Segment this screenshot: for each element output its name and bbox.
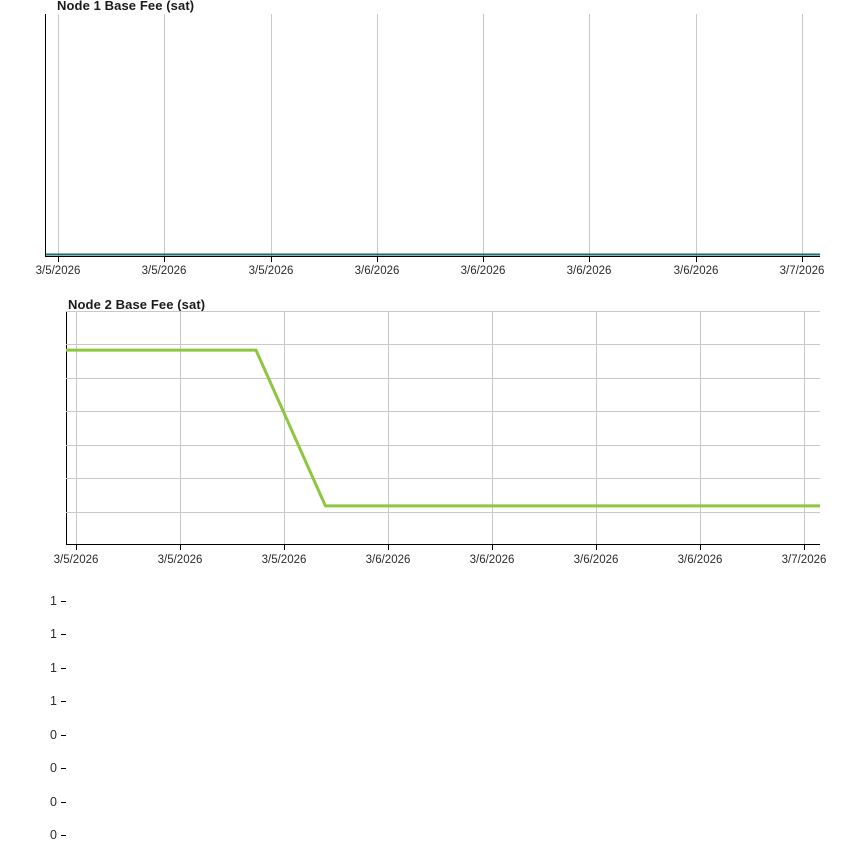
x-axis-tick [284, 545, 285, 550]
vertical-gridline [483, 14, 484, 256]
y-axis-label: 0 [50, 728, 57, 742]
x-axis-tick [271, 257, 272, 262]
y-axis-label: 0 [50, 828, 57, 842]
x-axis-tick [58, 257, 59, 262]
x-axis-label: 3/6/2026 [469, 554, 515, 566]
y-axis-tick [61, 634, 66, 635]
x-axis-line-node1 [45, 256, 820, 257]
x-axis-label: 3/6/2026 [573, 554, 619, 566]
horizontal-gridline [66, 378, 820, 379]
x-axis-label: 3/5/2026 [141, 265, 187, 277]
y-axis-line-node1 [45, 14, 46, 257]
x-axis-tick [377, 257, 378, 262]
horizontal-gridline [66, 478, 820, 479]
y-axis-tick [61, 601, 66, 602]
vertical-gridline [284, 311, 285, 544]
horizontal-gridline [66, 411, 820, 412]
x-axis-tick [483, 257, 484, 262]
x-axis-tick [804, 545, 805, 550]
x-axis-label: 3/5/2026 [35, 265, 81, 277]
x-axis-label: 3/6/2026 [365, 554, 411, 566]
series-line-node2 [66, 348, 820, 508]
x-axis-label: 3/7/2026 [781, 554, 827, 566]
vertical-gridline [271, 14, 272, 256]
x-axis-label: 3/5/2026 [53, 554, 99, 566]
plot-area-node1 [45, 14, 820, 257]
x-axis-tick [596, 545, 597, 550]
x-axis-label: 3/6/2026 [460, 265, 506, 277]
y-axis-tick [61, 835, 66, 836]
x-axis-label: 3/5/2026 [157, 554, 203, 566]
vertical-gridline [802, 14, 803, 256]
x-axis-tick [589, 257, 590, 262]
y-axis-tick [61, 668, 66, 669]
x-axis-label: 3/6/2026 [677, 554, 723, 566]
x-axis-tick [802, 257, 803, 262]
y-axis-tick [61, 768, 66, 769]
plot-area-node2 [66, 311, 820, 545]
y-axis-tick [61, 735, 66, 736]
vertical-gridline [58, 14, 59, 256]
x-axis-label: 3/6/2026 [566, 265, 612, 277]
x-axis-tick [164, 257, 165, 262]
x-axis-tick [388, 545, 389, 550]
chart-panel-node2: Node 2 Base Fee (sat) 1 1 1 1 0 0 0 0 3/5/2026 3… [0, 290, 860, 842]
vertical-gridline [377, 14, 378, 256]
vertical-gridline [492, 311, 493, 544]
y-axis-label: 1 [50, 627, 57, 641]
x-axis-tick [492, 545, 493, 550]
x-axis-tick [700, 545, 701, 550]
x-axis-tick [696, 257, 697, 262]
vertical-gridline [700, 311, 701, 544]
y-axis-label: 0 [50, 761, 57, 775]
vertical-gridline [696, 14, 697, 256]
y-axis-label: 0 [50, 795, 57, 809]
vertical-gridline [180, 311, 181, 544]
y-axis-label: 1 [50, 694, 57, 708]
vertical-gridline [589, 14, 590, 256]
x-axis-label: 3/5/2026 [261, 554, 307, 566]
horizontal-gridline [66, 512, 820, 513]
x-axis-label: 3/5/2026 [248, 265, 294, 277]
chart-panel-node1: Node 1 Base Fee (sat) 3/5/2026 3/5/2026 3/… [0, 0, 860, 290]
vertical-gridline [804, 311, 805, 544]
vertical-gridline [388, 311, 389, 544]
vertical-gridline [76, 311, 77, 544]
y-axis-label: 1 [50, 661, 57, 675]
x-axis-label: 3/6/2026 [354, 265, 400, 277]
chart-title-node1: Node 1 Base Fee (sat) [57, 0, 195, 13]
horizontal-gridline [66, 311, 820, 312]
vertical-gridline [164, 14, 165, 256]
x-axis-label: 3/6/2026 [673, 265, 719, 277]
y-axis-tick [61, 802, 66, 803]
series-path-node2 [66, 348, 820, 508]
y-axis-tick [61, 701, 66, 702]
horizontal-gridline [66, 445, 820, 446]
x-axis-tick [180, 545, 181, 550]
chart-title-node2: Node 2 Base Fee (sat) [68, 297, 206, 312]
y-axis-line-node2 [66, 311, 67, 545]
x-axis-label: 3/7/2026 [779, 265, 825, 277]
y-axis-label: 1 [50, 594, 57, 608]
x-axis-tick [76, 545, 77, 550]
series-line-node1 [46, 253, 820, 256]
x-axis-line-node2 [66, 544, 820, 545]
vertical-gridline [596, 311, 597, 544]
horizontal-gridline [66, 344, 820, 345]
